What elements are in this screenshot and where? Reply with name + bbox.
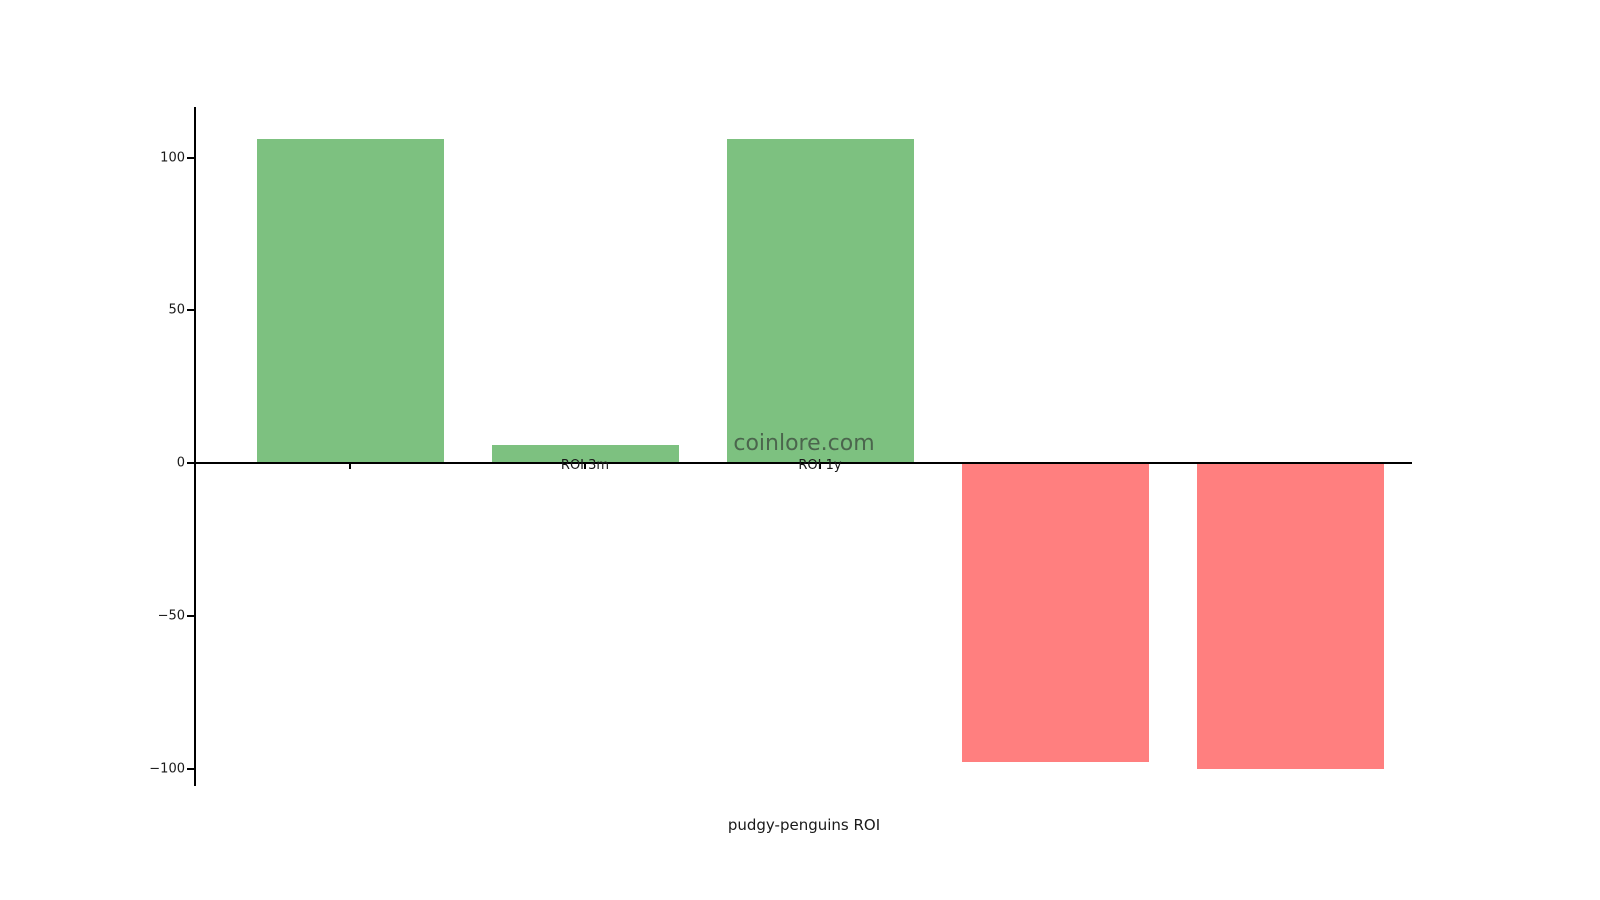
watermark-text: coinlore.com: [733, 431, 875, 456]
x-tick: [584, 464, 586, 469]
y-tick: [187, 462, 194, 464]
x-tick-label: ROI 1y: [798, 458, 842, 473]
y-tick-label: −50: [157, 608, 185, 624]
bar-roi-1y: [726, 139, 914, 463]
y-tick-label: −100: [149, 761, 185, 776]
bar-4: [1196, 463, 1384, 769]
y-tick: [187, 614, 194, 617]
bar-0: [256, 139, 444, 463]
y-tick-label: 0: [176, 455, 185, 471]
x-tick: [819, 464, 821, 469]
y-tick-label: 50: [168, 302, 185, 318]
y-tick: [187, 309, 194, 312]
x-axis: [194, 462, 1412, 464]
bar-roi-3m: [491, 444, 679, 463]
chart-title: pudgy-penguins ROI: [727, 816, 881, 834]
x-tick-label: ROI 3m: [560, 458, 610, 473]
y-axis: [194, 107, 196, 786]
y-tick-label: 100: [160, 150, 185, 165]
y-tick: [187, 767, 194, 770]
y-tick: [187, 156, 194, 159]
x-tick: [349, 464, 351, 469]
bar-3: [961, 463, 1149, 763]
